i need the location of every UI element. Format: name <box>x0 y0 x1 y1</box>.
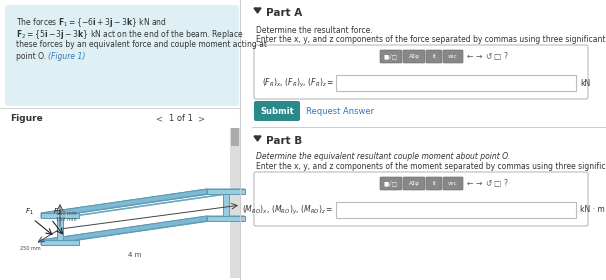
Text: ←: ← <box>467 179 473 188</box>
FancyBboxPatch shape <box>254 101 300 121</box>
Text: $(F_R)_x, \, (F_R)_y, \, (F_R)_z =$: $(F_R)_x, \, (F_R)_y, \, (F_R)_z =$ <box>262 76 334 90</box>
Polygon shape <box>254 136 261 141</box>
FancyBboxPatch shape <box>403 50 425 63</box>
FancyBboxPatch shape <box>426 177 442 190</box>
Polygon shape <box>41 213 79 218</box>
Polygon shape <box>41 216 245 240</box>
FancyBboxPatch shape <box>380 50 402 63</box>
Text: $\mathbf{F}_2 = \{5\mathbf{i} - 3\mathbf{j} - 3\mathbf{k}\}$ kN act on the end o: $\mathbf{F}_2 = \{5\mathbf{i} - 3\mathbf… <box>16 28 244 41</box>
Text: <: < <box>155 114 162 123</box>
Bar <box>231 128 239 146</box>
Text: Submit: Submit <box>260 106 294 115</box>
Polygon shape <box>57 194 229 218</box>
Text: Request Answer: Request Answer <box>306 106 374 115</box>
FancyBboxPatch shape <box>426 50 442 63</box>
Polygon shape <box>207 216 245 221</box>
Text: AΣφ: AΣφ <box>408 54 419 59</box>
Text: 150 mm: 150 mm <box>56 211 76 216</box>
FancyBboxPatch shape <box>443 177 463 190</box>
Text: →: → <box>476 179 482 188</box>
FancyBboxPatch shape <box>5 5 239 106</box>
Text: ↺: ↺ <box>485 179 491 188</box>
FancyBboxPatch shape <box>380 177 402 190</box>
Text: Determine the resultant force.: Determine the resultant force. <box>256 26 373 35</box>
Text: $(M_{RO})_x, \, (M_{RO})_y, \, (M_{RO})_z =$: $(M_{RO})_x, \, (M_{RO})_y, \, (M_{RO})_… <box>242 204 334 216</box>
Text: vec: vec <box>448 181 458 186</box>
Text: ↺: ↺ <box>485 52 491 61</box>
Text: 4 m: 4 m <box>128 252 142 258</box>
Polygon shape <box>41 240 79 245</box>
Text: (Figure 1): (Figure 1) <box>48 52 85 61</box>
FancyBboxPatch shape <box>254 45 588 99</box>
Text: point O.: point O. <box>16 52 51 61</box>
Text: Figure: Figure <box>10 114 43 123</box>
Text: Enter the x, y, and z components of the moment separated by commas using three s: Enter the x, y, and z components of the … <box>256 162 606 171</box>
Text: >: > <box>197 114 204 123</box>
FancyBboxPatch shape <box>443 50 463 63</box>
Polygon shape <box>254 8 261 13</box>
FancyBboxPatch shape <box>403 177 425 190</box>
Text: ←: ← <box>467 52 473 61</box>
Polygon shape <box>41 189 245 213</box>
Text: kN: kN <box>580 78 590 87</box>
Text: Part B: Part B <box>266 136 302 146</box>
Text: vec: vec <box>448 54 458 59</box>
Text: ?: ? <box>503 179 507 188</box>
Polygon shape <box>41 189 207 218</box>
Text: The forces $\mathbf{F}_1 = \{-6\mathbf{i} + 3\mathbf{j} - 3\mathbf{k}\}$ kN and: The forces $\mathbf{F}_1 = \{-6\mathbf{i… <box>16 16 167 29</box>
Text: ■√□: ■√□ <box>384 53 398 59</box>
Text: □: □ <box>494 179 503 188</box>
Text: kN · m: kN · m <box>580 206 605 214</box>
Text: □: □ <box>494 52 503 61</box>
Text: ■√□: ■√□ <box>384 181 398 186</box>
Polygon shape <box>57 218 63 240</box>
Text: these forces by an equivalent force and couple moment acting at: these forces by an equivalent force and … <box>16 40 267 49</box>
Text: 250 mm: 250 mm <box>19 246 41 251</box>
Text: Part A: Part A <box>266 8 302 18</box>
Text: 150 mm: 150 mm <box>56 217 76 222</box>
Polygon shape <box>223 194 229 216</box>
Text: 1 of 1: 1 of 1 <box>169 114 193 123</box>
Text: →: → <box>476 52 482 61</box>
Text: $F_2$: $F_2$ <box>53 207 62 217</box>
Text: $F_1$: $F_1$ <box>25 207 34 217</box>
Text: Enter the x, y, and z components of the force separated by commas using three si: Enter the x, y, and z components of the … <box>256 35 606 44</box>
Bar <box>336 75 576 91</box>
Polygon shape <box>207 189 245 194</box>
Text: Determine the equivalent resultant couple moment about point O.: Determine the equivalent resultant coupl… <box>256 152 510 161</box>
FancyBboxPatch shape <box>254 172 588 226</box>
Text: AΣφ: AΣφ <box>408 181 419 186</box>
Text: it: it <box>432 54 436 59</box>
Text: ?: ? <box>503 52 507 61</box>
Bar <box>336 202 576 218</box>
Bar <box>230 128 240 278</box>
Polygon shape <box>41 216 207 245</box>
Text: it: it <box>432 181 436 186</box>
